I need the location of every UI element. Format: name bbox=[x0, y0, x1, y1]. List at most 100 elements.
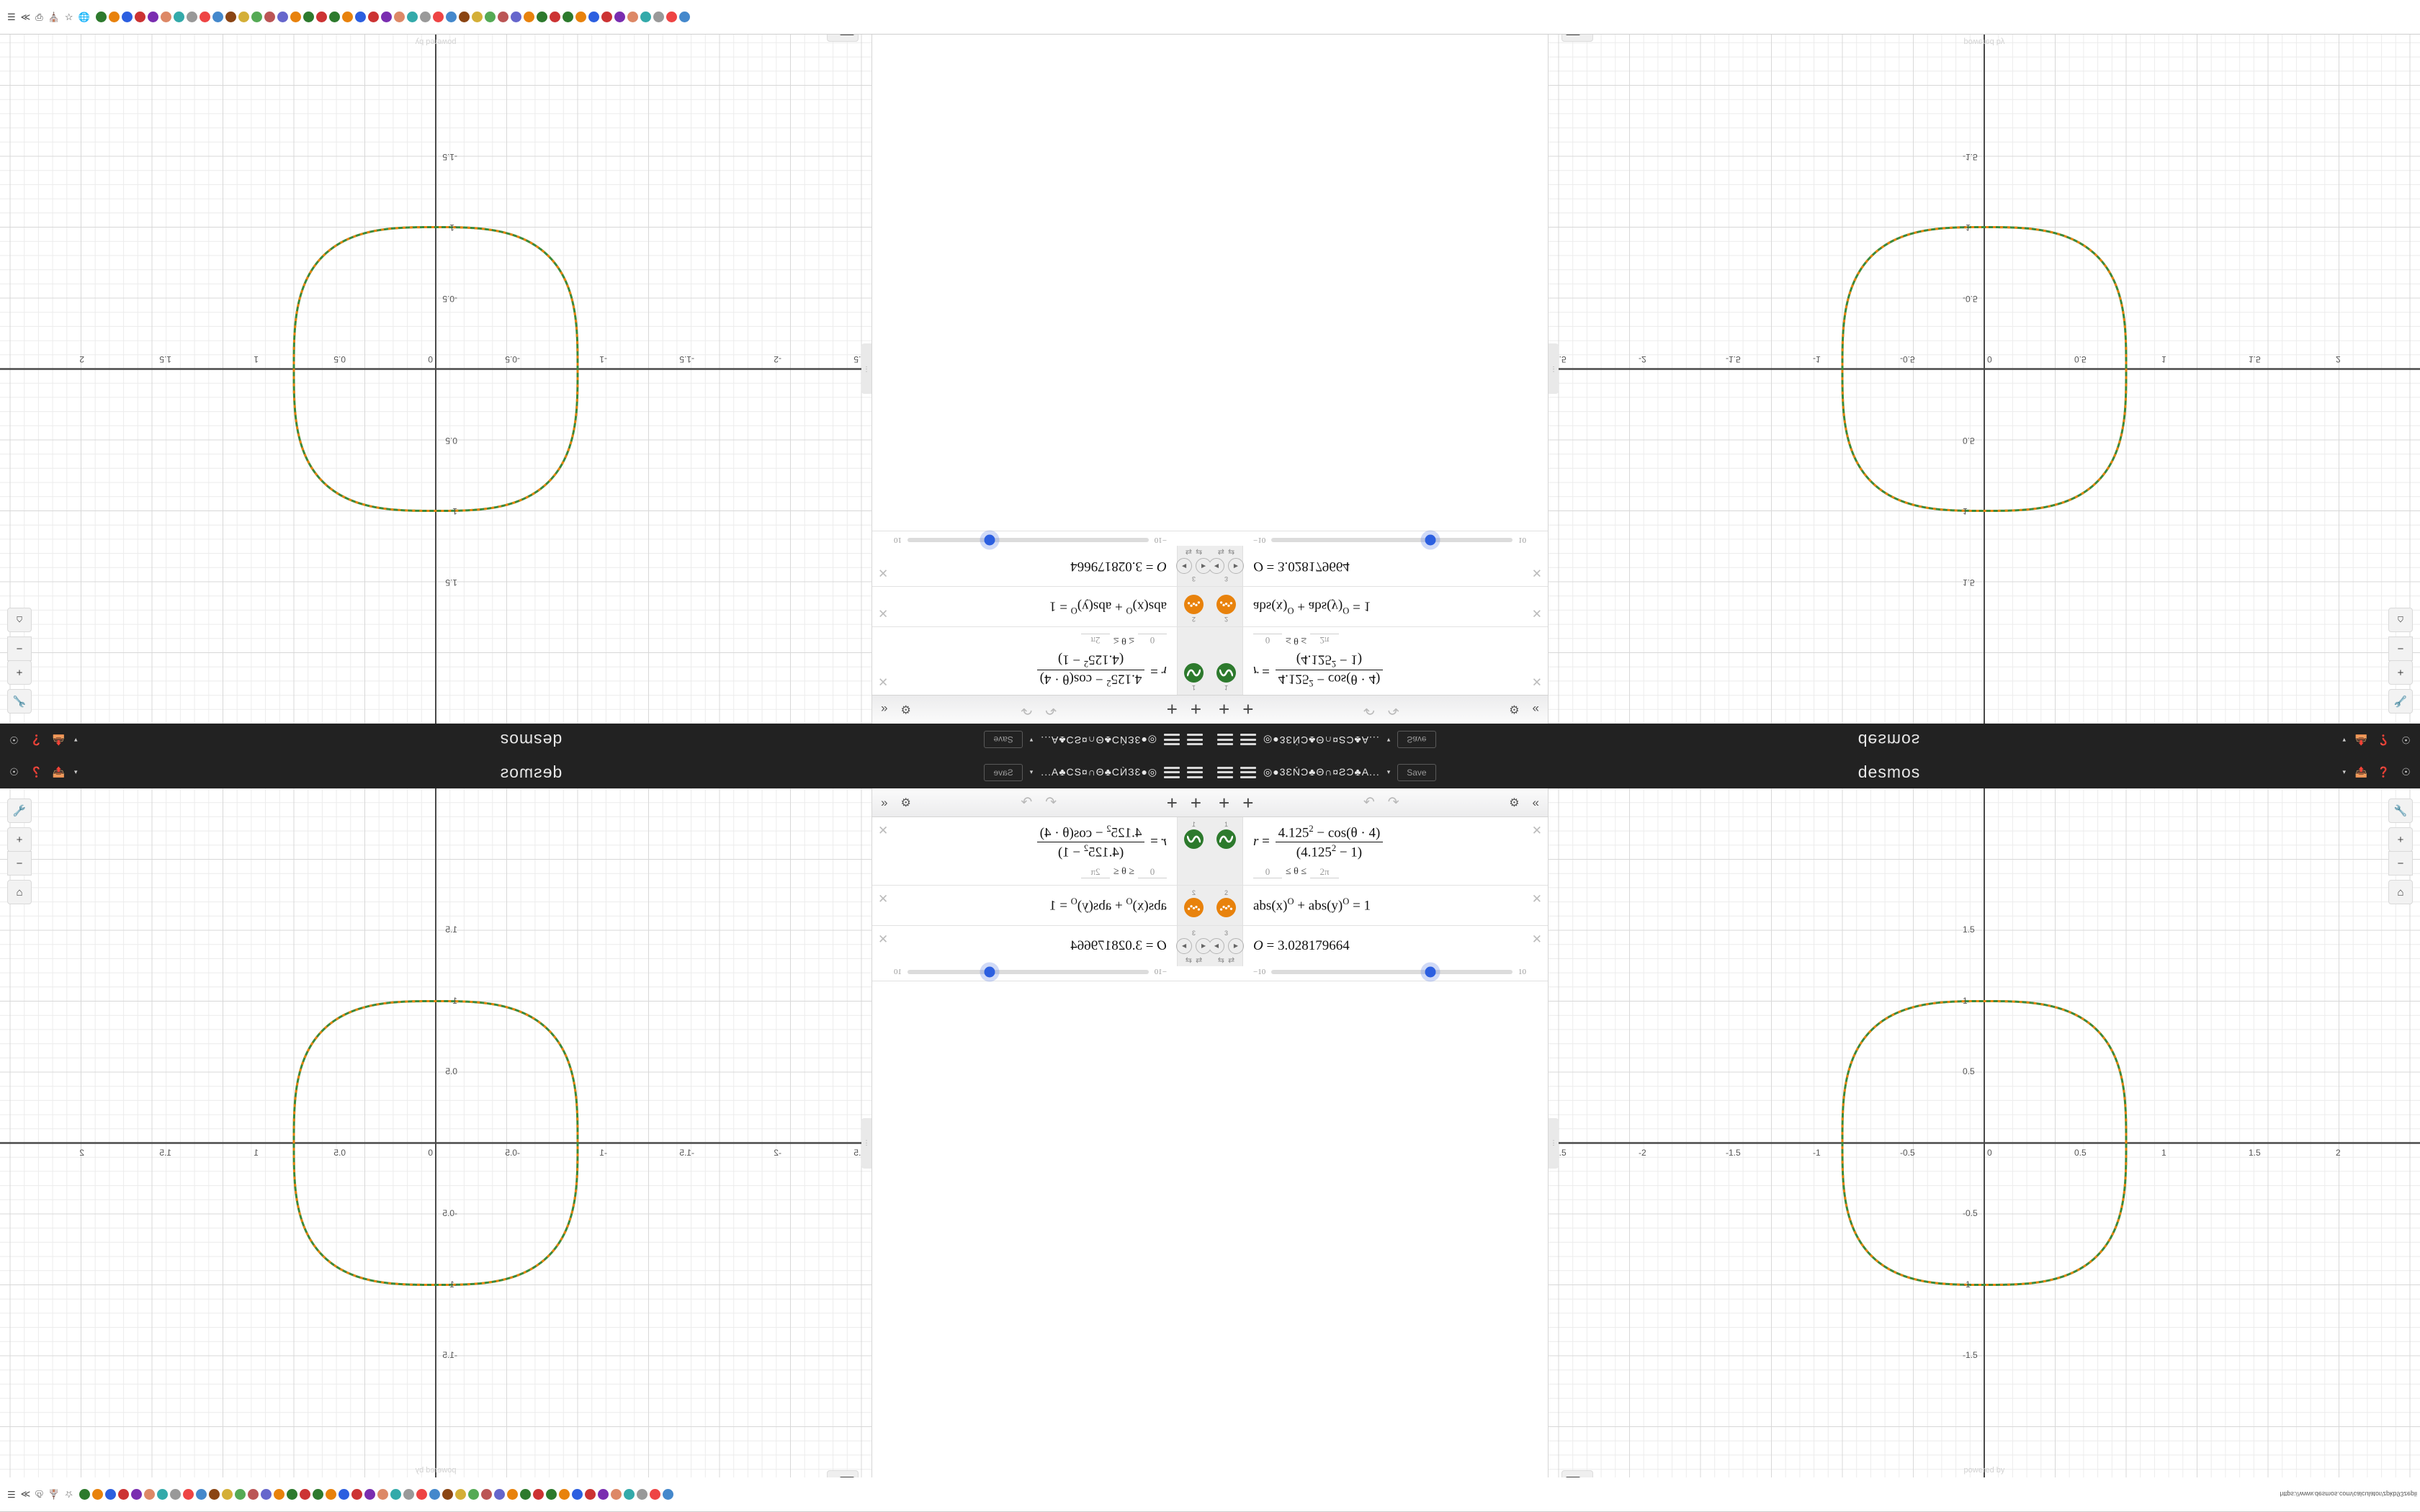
home-icon[interactable]: ⌂ bbox=[7, 880, 32, 904]
slider-knob[interactable] bbox=[984, 966, 995, 978]
back-arrow-icon[interactable]: ≪ bbox=[20, 11, 31, 22]
slider-playback-controls[interactable]: ◀ ▶ bbox=[1176, 937, 1210, 954]
expression-content-3[interactable]: O = 3.028179664 bbox=[1243, 926, 1548, 966]
browser-tab-favicon[interactable] bbox=[225, 12, 236, 22]
expression-row-3[interactable]: 3 ◀ ▶ ⇆ ⇄ O = 3.028179664 bbox=[872, 531, 1210, 587]
zoom-out-icon[interactable]: − bbox=[7, 851, 32, 876]
slider-loop-controls[interactable]: ⇆ ⇄ bbox=[1218, 955, 1234, 965]
browser-tab-favicon[interactable] bbox=[286, 1489, 297, 1500]
row-tag-1[interactable]: 1 bbox=[1210, 627, 1243, 695]
slider-definition[interactable]: O = 3.028179664 bbox=[1070, 559, 1167, 575]
browser-tab-favicon[interactable] bbox=[302, 12, 314, 22]
browser-tab-favicon[interactable] bbox=[467, 1489, 479, 1500]
redo-button[interactable]: ↷ bbox=[1021, 702, 1033, 717]
slider-track[interactable] bbox=[908, 966, 1149, 978]
zoom-out-icon[interactable]: − bbox=[2388, 851, 2413, 876]
browser-tab-favicon[interactable] bbox=[588, 12, 599, 22]
browser-tab-favicon[interactable] bbox=[471, 12, 483, 22]
expression-rows[interactable]: 1 r = 4.1252 − cos(θ · 4) (4.1252 − 1) bbox=[1210, 14, 1548, 695]
loop-reverse-icon[interactable]: ⇄ bbox=[1185, 955, 1192, 965]
row-tag-1[interactable]: 1 bbox=[1177, 817, 1210, 885]
browser-tab-favicon[interactable] bbox=[121, 12, 133, 22]
browser-tab-favicon[interactable] bbox=[649, 1489, 660, 1500]
expression-content-1[interactable]: r = 4.1252 − cos(θ · 4) (4.1252 − 1) 0 ≤… bbox=[872, 817, 1177, 885]
home-icon[interactable]: ⛪ bbox=[48, 11, 60, 22]
browser-tab-favicon[interactable] bbox=[571, 1489, 583, 1500]
expression-toolbar[interactable]: + + ↶ ↷ ⚙ « bbox=[872, 695, 1210, 724]
browser-tab-favicon[interactable] bbox=[367, 12, 379, 22]
add-expression-button[interactable]: + bbox=[1190, 791, 1201, 814]
browser-tab-favicon[interactable] bbox=[199, 12, 210, 22]
browser-chrome-top[interactable]: ☰ ≪ ⎙ ⛪ ☆ 🌐 bbox=[0, 0, 2420, 35]
delete-expression-2[interactable]: ✕ bbox=[878, 891, 889, 906]
browser-tab-favicon[interactable] bbox=[130, 1489, 142, 1500]
delete-expression-3[interactable]: ✕ bbox=[878, 932, 889, 946]
zoom-out-icon[interactable]: − bbox=[7, 636, 32, 661]
browser-tab-favicon[interactable] bbox=[364, 1489, 375, 1500]
browser-tab-favicon[interactable] bbox=[666, 12, 677, 22]
delete-expression-1[interactable]: ✕ bbox=[878, 675, 889, 688]
slider-min-label[interactable]: −10 bbox=[1253, 536, 1266, 545]
row-tag-2[interactable]: 2 bbox=[1177, 885, 1210, 925]
home-icon[interactable]: ⛪ bbox=[48, 1489, 60, 1500]
browser-tab-favicon[interactable] bbox=[290, 12, 301, 22]
menu-icon[interactable]: ☰ bbox=[7, 11, 16, 22]
add-expression-button[interactable]: + bbox=[1219, 698, 1230, 721]
account-icon[interactable]: ☉ bbox=[2401, 766, 2411, 778]
browser-tab-favicon[interactable] bbox=[597, 1489, 609, 1500]
expression-list-icon[interactable] bbox=[1240, 734, 1256, 746]
dotted-curve-icon[interactable] bbox=[1184, 595, 1204, 615]
hamburger-icon[interactable] bbox=[1187, 734, 1203, 746]
browser-tab-favicon[interactable] bbox=[147, 12, 158, 22]
browser-tab-favicon[interactable] bbox=[156, 1489, 168, 1500]
delete-expression-1[interactable]: ✕ bbox=[878, 824, 889, 837]
save-button[interactable]: Save bbox=[1397, 763, 1436, 781]
loop-reverse-icon[interactable]: ⇄ bbox=[1228, 955, 1235, 965]
domain-restriction[interactable]: 0 ≤ θ ≤ 2π bbox=[894, 865, 1167, 878]
browser-tab-favicon[interactable] bbox=[416, 1489, 427, 1500]
chevron-down-icon[interactable]: ▾ bbox=[1386, 737, 1391, 744]
delete-expression-1[interactable]: ✕ bbox=[1531, 824, 1542, 837]
add-item-button[interactable]: + bbox=[1242, 791, 1254, 814]
browser-tab-favicon[interactable] bbox=[377, 1489, 388, 1500]
bookmark-star-icon[interactable]: ☆ bbox=[64, 1489, 73, 1500]
undo-button[interactable]: ↶ bbox=[1045, 795, 1057, 810]
translate-icon[interactable]: 🌐 bbox=[78, 11, 90, 22]
row-tag-3[interactable]: 3 ◀ ▶ ⇆ ⇄ bbox=[1176, 925, 1210, 966]
expression-row-3[interactable]: 3 ◀ ▶ ⇆ ⇄ O = 3.028179664 bbox=[1210, 531, 1548, 587]
delete-expression-2[interactable]: ✕ bbox=[1531, 606, 1542, 621]
gear-icon[interactable]: ⚙ bbox=[900, 703, 911, 716]
graph-canvas[interactable]: -2.5-2-1.5-1-0.500.511.522.51.510.5-0.5-… bbox=[1549, 14, 2420, 724]
slider-next-button[interactable]: ▶ bbox=[1228, 558, 1244, 575]
save-button[interactable]: Save bbox=[984, 763, 1023, 781]
graph-controls[interactable]: 🔧 + − ⌂ bbox=[7, 608, 32, 714]
slider-next-button[interactable]: ▶ bbox=[1176, 558, 1192, 575]
slider-max-label[interactable]: 10 bbox=[1518, 967, 1526, 976]
slider-control[interactable]: −10 10 bbox=[872, 531, 1177, 546]
browser-tab-favicon[interactable] bbox=[662, 1489, 673, 1500]
slider-track[interactable] bbox=[908, 534, 1149, 546]
browser-tab-favicon[interactable] bbox=[393, 12, 405, 22]
wrench-icon[interactable]: 🔧 bbox=[7, 689, 32, 714]
browser-tab-favicon[interactable] bbox=[627, 12, 638, 22]
expression-row-1[interactable]: 1 r = 4.1252 − cos(θ · 4) (4.1252 − 1) bbox=[1210, 817, 1548, 886]
browser-tab-favicon[interactable] bbox=[536, 12, 547, 22]
slider-max-label[interactable]: 10 bbox=[894, 536, 902, 545]
polar-equation[interactable]: r = 4.1252 − cos(θ · 4) (4.1252 − 1) bbox=[1253, 824, 1526, 861]
save-button[interactable]: Save bbox=[984, 731, 1023, 749]
browser-tab-favicon[interactable] bbox=[79, 1489, 90, 1500]
reload-icon[interactable]: ⎙ bbox=[35, 1489, 43, 1500]
wrench-icon[interactable]: 🔧 bbox=[7, 798, 32, 823]
redo-button[interactable]: ↷ bbox=[1387, 795, 1399, 810]
domain-min[interactable]: 0 bbox=[1253, 634, 1282, 647]
browser-tab-favicon[interactable] bbox=[91, 1489, 103, 1500]
browser-tab-favicon[interactable] bbox=[545, 1489, 557, 1500]
delete-expression-3[interactable]: ✕ bbox=[1531, 932, 1542, 946]
help-icon[interactable]: ❓ bbox=[30, 766, 43, 778]
browser-tab-favicon[interactable] bbox=[636, 1489, 647, 1500]
account-icon[interactable]: ☉ bbox=[2401, 734, 2411, 746]
delete-expression-1[interactable]: ✕ bbox=[1531, 675, 1542, 688]
panel-resize-grip[interactable]: ⋮ bbox=[861, 1117, 871, 1169]
home-icon[interactable]: ⌂ bbox=[7, 608, 32, 632]
graph-canvas[interactable]: -2.5-2-1.5-1-0.500.511.522.51.510.5-0.5-… bbox=[1549, 788, 2420, 1498]
